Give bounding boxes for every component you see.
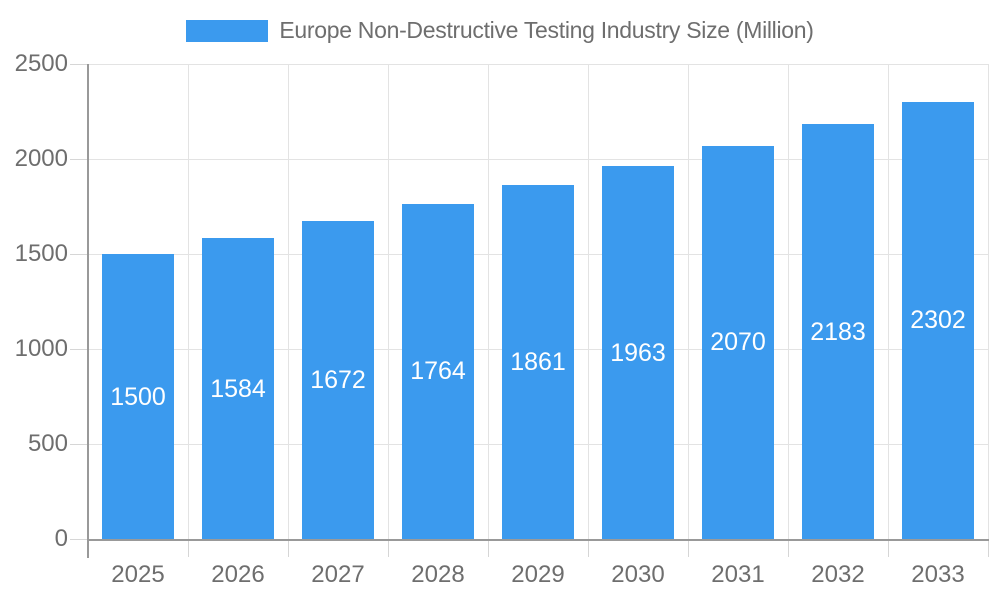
bar-value-label: 1764: [410, 357, 466, 385]
x-axis-tick: [988, 539, 989, 557]
gridline-vertical: [488, 64, 489, 539]
bar-2030: [602, 166, 674, 539]
bar-2025: [102, 254, 174, 539]
x-axis-tick-label: 2031: [711, 561, 765, 588]
gridline-horizontal: [88, 64, 988, 65]
y-axis-tick: [70, 349, 88, 350]
y-axis-tick-label: 1000: [14, 335, 68, 362]
x-axis-tick: [488, 539, 489, 557]
y-axis-tick: [70, 159, 88, 160]
bar-value-label: 2070: [710, 328, 766, 356]
x-axis-tick-label: 2025: [111, 561, 165, 588]
y-axis-tick-label: 2000: [14, 145, 68, 172]
bar-2029: [502, 185, 574, 539]
gridline-vertical: [388, 64, 389, 539]
gridline-vertical: [588, 64, 589, 539]
x-axis-tick: [288, 539, 289, 557]
gridline-vertical: [888, 64, 889, 539]
y-axis-tick-label: 2500: [14, 50, 68, 77]
x-axis-tick: [888, 539, 889, 557]
gridline-vertical: [788, 64, 789, 539]
x-axis-tick-label: 2027: [311, 561, 365, 588]
y-axis-tick: [70, 444, 88, 445]
y-axis-tick-label: 0: [54, 525, 68, 552]
bar-value-label: 2183: [810, 318, 866, 346]
gridline-vertical: [288, 64, 289, 539]
y-axis-tick: [70, 539, 88, 540]
x-axis-tick-label: 2032: [811, 561, 865, 588]
bar-2033: [902, 102, 974, 539]
x-axis-line: [87, 539, 989, 541]
bar-value-label: 2302: [910, 306, 966, 334]
x-axis-tick-label: 2030: [611, 561, 665, 588]
x-axis-tick: [188, 539, 189, 557]
x-axis-tick: [388, 539, 389, 557]
y-axis-tick: [70, 254, 88, 255]
y-axis-tick-label: 1500: [14, 240, 68, 267]
bar-value-label: 1584: [210, 375, 266, 403]
x-axis-tick: [788, 539, 789, 557]
bar-value-label: 1500: [110, 383, 166, 411]
bar-2028: [402, 204, 474, 539]
bar-value-label: 1963: [610, 339, 666, 367]
legend-label: Europe Non-Destructive Testing Industry …: [279, 17, 814, 43]
chart-legend[interactable]: Europe Non-Destructive Testing Industry …: [0, 17, 1000, 44]
gridline-vertical: [188, 64, 189, 539]
bar-2032: [802, 124, 874, 539]
x-axis-tick-label: 2026: [211, 561, 265, 588]
y-axis-tick: [70, 64, 88, 65]
x-axis-tick: [688, 539, 689, 557]
x-axis-tick-label: 2029: [511, 561, 565, 588]
gridline-vertical: [688, 64, 689, 539]
bar-2026: [202, 238, 274, 539]
y-axis-line: [87, 64, 89, 558]
bar-2031: [702, 146, 774, 539]
gridline-horizontal: [88, 159, 988, 160]
legend-swatch: [186, 19, 269, 42]
bar-2027: [302, 221, 374, 539]
x-axis-tick-label: 2033: [911, 561, 965, 588]
y-axis-tick-label: 500: [27, 430, 68, 457]
x-axis-tick: [588, 539, 589, 557]
bar-value-label: 1861: [510, 348, 566, 376]
bar-value-label: 1672: [310, 366, 366, 394]
gridline-vertical: [988, 64, 989, 539]
x-axis-tick-label: 2028: [411, 561, 465, 588]
